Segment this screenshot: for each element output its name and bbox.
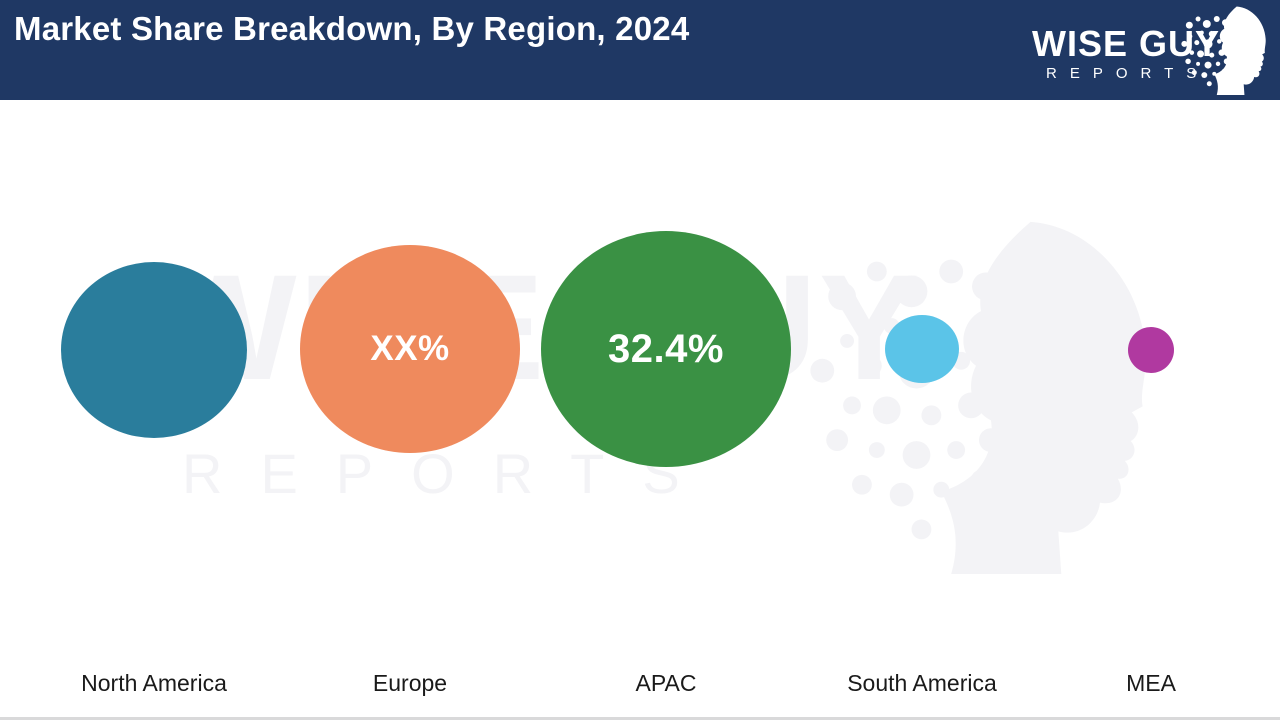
category-label-mea: MEA bbox=[1126, 670, 1176, 696]
category-label-north-america: North America bbox=[81, 670, 227, 696]
header-bar: Market Share Breakdown, By Region, 2024 … bbox=[0, 0, 1280, 100]
bubble-north-america bbox=[61, 262, 247, 438]
bubble-europe: XX% bbox=[300, 245, 520, 453]
page-title: Market Share Breakdown, By Region, 2024 bbox=[14, 10, 690, 47]
logo-wordmark: WISE GUY bbox=[1032, 23, 1221, 64]
logo-text: WISE GUY REPORTS bbox=[1032, 23, 1221, 83]
category-label-apac: APAC bbox=[635, 670, 697, 696]
category-label-europe: Europe bbox=[372, 670, 448, 696]
logo-subtext: REPORTS bbox=[1046, 65, 1210, 82]
bubble-apac: 32.4% bbox=[541, 231, 791, 467]
dotted-head-profile-icon bbox=[1181, 6, 1266, 95]
bubble-value-label: 32.4% bbox=[608, 326, 724, 371]
category-label-south-america: South America bbox=[847, 670, 997, 696]
bubble-value-label: XX% bbox=[370, 329, 450, 368]
wise-guy-reports-logo: WISE GUY REPORTS bbox=[1030, 4, 1266, 96]
